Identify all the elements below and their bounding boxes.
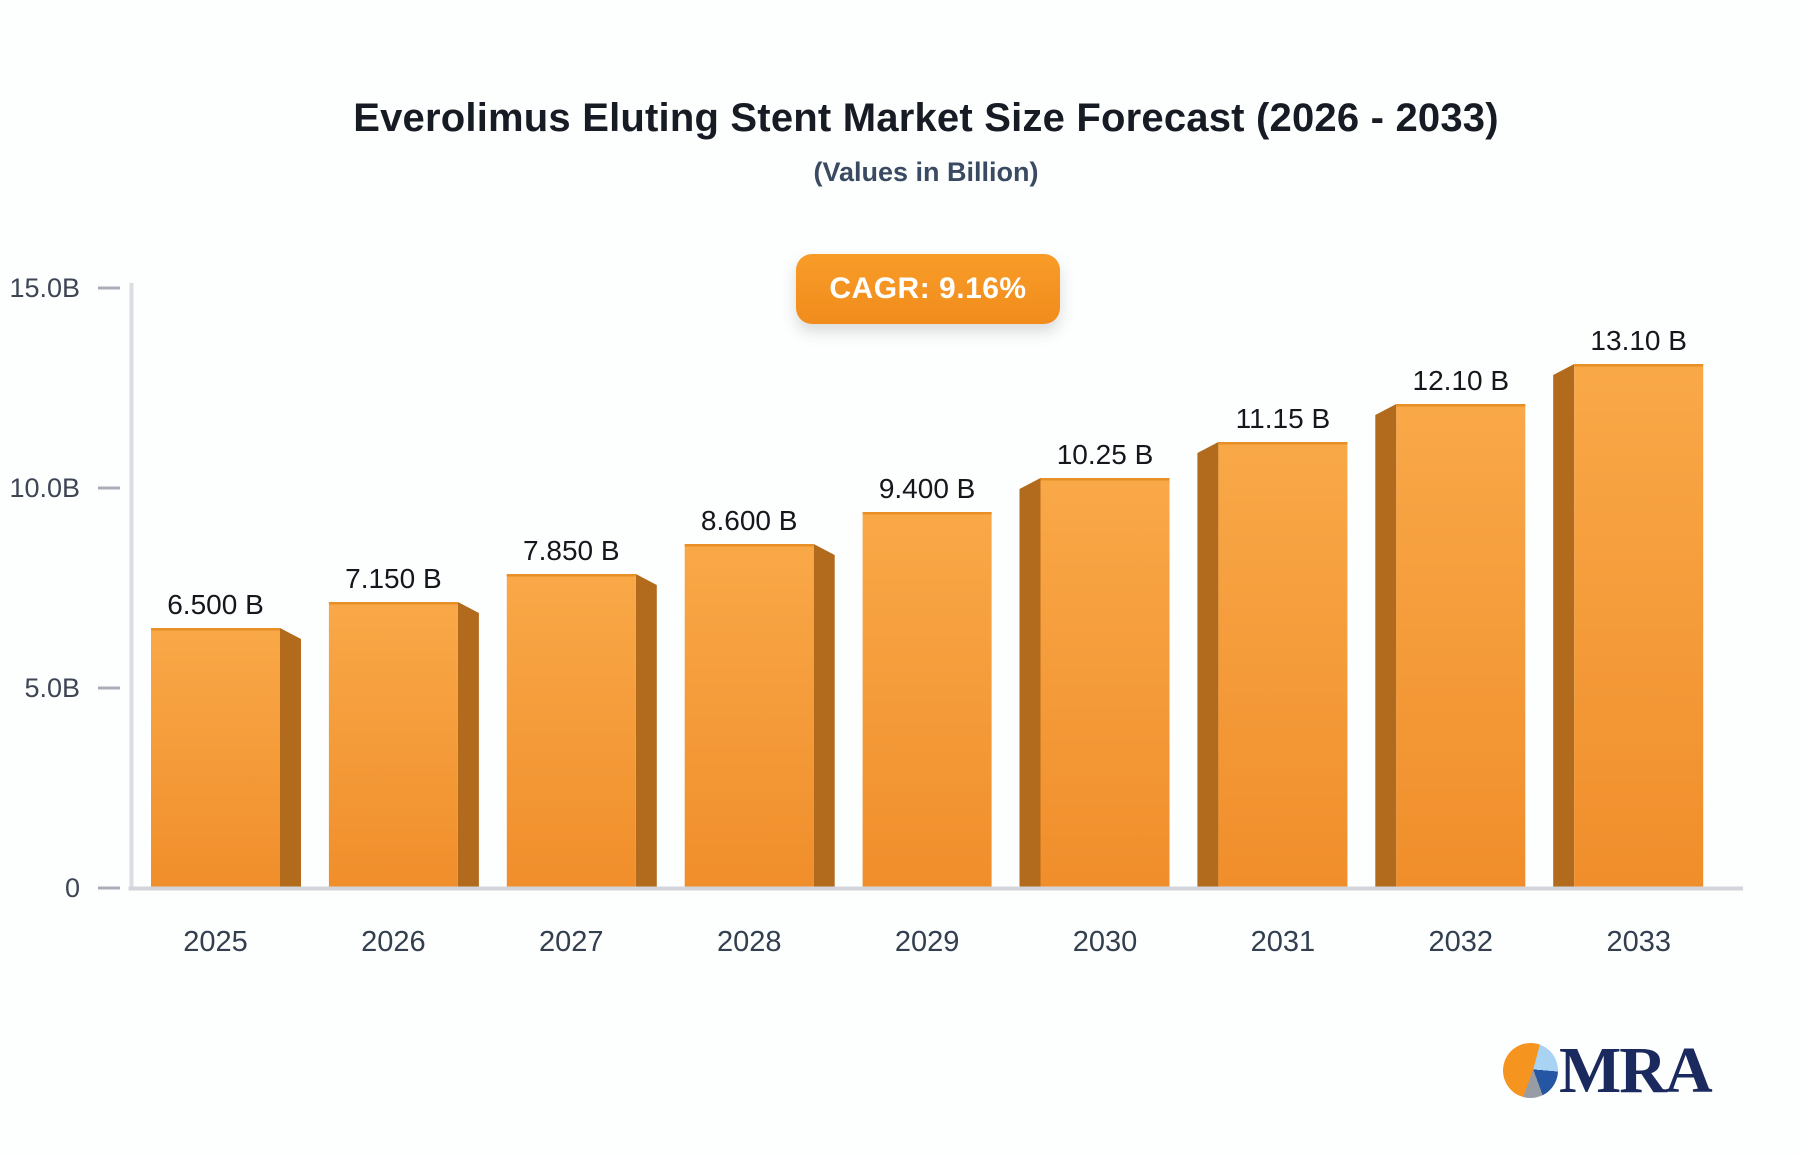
chart-subtitle: (Values in Billion): [813, 157, 1039, 187]
cagr-badge-label: CAGR: 9.16%: [829, 272, 1027, 305]
cagr-badge: CAGR: 9.16%: [796, 254, 1060, 324]
bar-2029: [862, 512, 992, 888]
y-tick-label: 0: [65, 873, 80, 903]
x-axis-label: 2025: [183, 926, 248, 958]
x-axis-label: 2030: [1073, 926, 1138, 958]
brand-logo-text: MRA: [1559, 1033, 1713, 1107]
bar-value-label: 11.15 B: [1236, 403, 1330, 434]
bar-value-label: 10.25 B: [1057, 439, 1154, 470]
bar-side-panel: [280, 628, 301, 888]
x-axis-label: 2031: [1251, 926, 1316, 958]
bar-2025: [151, 628, 280, 888]
x-axis-label: 2032: [1429, 926, 1494, 958]
y-tick-label: 10.0B: [9, 473, 80, 503]
bar-value-label: 13.10 B: [1590, 325, 1687, 356]
bar-side-panel: [813, 544, 835, 888]
x-axis-label: 2033: [1606, 926, 1671, 958]
bar-2027: [506, 574, 636, 888]
bar-side-panel: [1375, 404, 1397, 888]
bar-2030: [1040, 478, 1170, 888]
bar-side-panel: [1553, 364, 1575, 888]
chart-title: Everolimus Eluting Stent Market Size For…: [353, 96, 1499, 140]
x-axis-label: 2026: [361, 926, 426, 958]
chart-header: Everolimus Eluting Stent Market Size For…: [0, 0, 1800, 188]
x-axis-label: 2027: [539, 926, 604, 958]
bar-value-label: 7.850 B: [523, 535, 620, 566]
bar-2031: [1218, 442, 1348, 888]
bar-2026: [328, 602, 458, 888]
bar-value-label: 12.10 B: [1413, 365, 1510, 396]
pie-chart-icon: [1503, 1042, 1558, 1098]
bar-value-label: 9.400 B: [879, 473, 976, 504]
bar-side-panel: [457, 602, 479, 888]
bar-value-label: 7.150 B: [345, 563, 442, 594]
y-tick-label: 15.0B: [9, 273, 80, 303]
bar-side-panel: [635, 574, 657, 888]
brand-logo: MRA: [1503, 1033, 1713, 1107]
x-axis-label: 2028: [717, 926, 782, 958]
bar-value-label: 6.500 B: [167, 589, 264, 620]
x-axis-label: 2029: [895, 926, 960, 958]
bar-side-panel: [1197, 442, 1219, 888]
bar-2032: [1396, 404, 1526, 888]
bar-side-panel: [1019, 478, 1041, 888]
y-tick-label: 5.0B: [24, 673, 80, 703]
bar-2033: [1574, 364, 1704, 888]
bar-value-label: 8.600 B: [701, 505, 798, 536]
bar-2028: [684, 544, 814, 888]
